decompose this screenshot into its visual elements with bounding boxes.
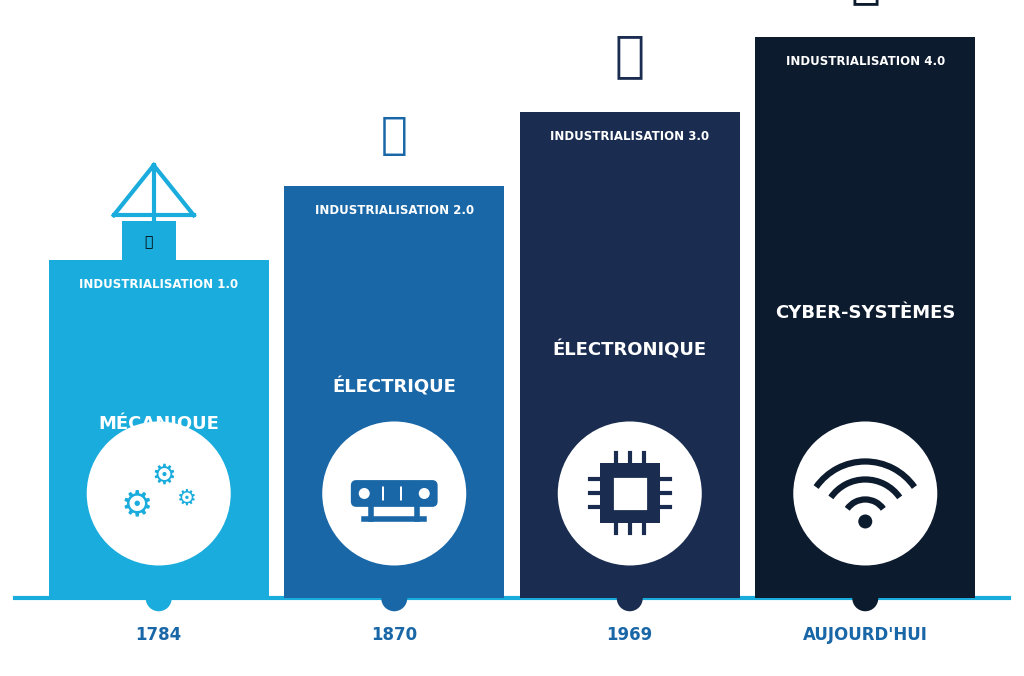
Circle shape bbox=[616, 585, 643, 611]
Text: 1870: 1870 bbox=[371, 626, 418, 644]
Text: INDUSTRIALISATION 4.0: INDUSTRIALISATION 4.0 bbox=[785, 55, 945, 68]
Circle shape bbox=[852, 585, 879, 611]
Bar bbox=[285, 186, 505, 598]
Bar bbox=[48, 260, 268, 598]
FancyBboxPatch shape bbox=[357, 487, 431, 500]
FancyBboxPatch shape bbox=[402, 487, 418, 502]
Circle shape bbox=[794, 421, 937, 566]
Text: MÉCANIQUE: MÉCANIQUE bbox=[98, 415, 219, 434]
Circle shape bbox=[87, 421, 230, 566]
Text: INDUSTRIALISATION 1.0: INDUSTRIALISATION 1.0 bbox=[79, 279, 239, 291]
Circle shape bbox=[80, 414, 238, 573]
Text: CYBER-SYSTÈMES: CYBER-SYSTÈMES bbox=[775, 304, 955, 322]
Bar bbox=[519, 112, 739, 598]
Text: INDUSTRIALISATION 3.0: INDUSTRIALISATION 3.0 bbox=[550, 130, 710, 143]
Circle shape bbox=[558, 421, 701, 566]
FancyBboxPatch shape bbox=[367, 487, 382, 502]
FancyBboxPatch shape bbox=[612, 476, 647, 511]
Bar bbox=[755, 37, 975, 598]
Text: 🦾: 🦾 bbox=[614, 32, 645, 80]
Circle shape bbox=[145, 585, 172, 611]
Text: ÉLECTRIQUE: ÉLECTRIQUE bbox=[333, 378, 456, 397]
Circle shape bbox=[358, 488, 370, 499]
FancyBboxPatch shape bbox=[352, 481, 436, 506]
Text: 🔥: 🔥 bbox=[144, 235, 153, 249]
Circle shape bbox=[419, 488, 430, 499]
Text: ⚙: ⚙ bbox=[121, 489, 153, 523]
Text: 🚜: 🚜 bbox=[381, 114, 408, 158]
Circle shape bbox=[315, 414, 473, 573]
Circle shape bbox=[786, 414, 944, 573]
Circle shape bbox=[323, 421, 466, 566]
Text: 🤖: 🤖 bbox=[850, 0, 881, 6]
Circle shape bbox=[415, 484, 434, 503]
Text: INDUSTRIALISATION 2.0: INDUSTRIALISATION 2.0 bbox=[314, 204, 474, 217]
Circle shape bbox=[551, 414, 709, 573]
Circle shape bbox=[354, 484, 374, 503]
Text: ⚙: ⚙ bbox=[177, 489, 197, 508]
Circle shape bbox=[858, 514, 872, 529]
FancyBboxPatch shape bbox=[384, 487, 400, 502]
Text: 1784: 1784 bbox=[135, 626, 182, 644]
FancyBboxPatch shape bbox=[122, 221, 176, 260]
Text: AUJOURD'HUI: AUJOURD'HUI bbox=[803, 626, 928, 644]
Text: 1969: 1969 bbox=[606, 626, 653, 644]
FancyBboxPatch shape bbox=[600, 464, 659, 523]
Circle shape bbox=[381, 585, 408, 611]
Text: ÉLECTRONIQUE: ÉLECTRONIQUE bbox=[553, 341, 707, 360]
Text: ⚙: ⚙ bbox=[152, 462, 176, 489]
